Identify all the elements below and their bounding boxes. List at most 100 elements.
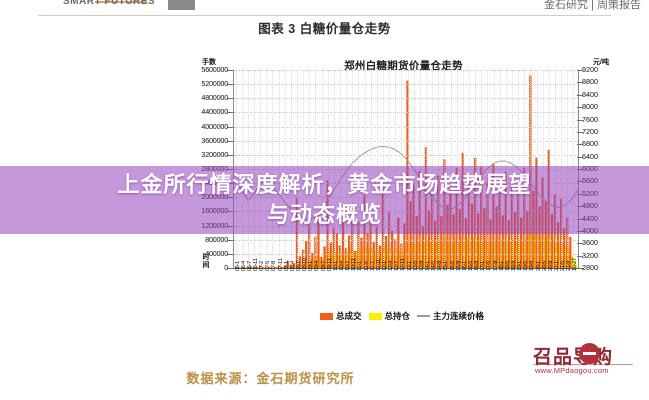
y-tick-left [227, 84, 233, 86]
y-tick-label-right: 8000 [582, 102, 598, 112]
overlay-headline-line1: 上金所行情深度解析，黄金市场趋势展望 [117, 172, 532, 197]
y-axis-unit-right: 元/吨 [593, 59, 609, 66]
x-tick-label: 17-5 [486, 261, 493, 271]
y-tick-right [577, 119, 583, 121]
grid-line [234, 140, 578, 142]
x-tick-label: 11-11 [375, 259, 382, 271]
header-logo-rule [95, 1, 147, 3]
x-tick-label: 09-7 [320, 261, 327, 271]
header-swatch [168, 0, 195, 10]
source-line: 数据来源：金石期货研究所 [0, 368, 649, 387]
grid-line [234, 239, 578, 241]
x-tick-label: 11-4 [363, 261, 370, 271]
x-tick-label: 13-9 [418, 261, 425, 271]
y-tick-label-left: 3600000 [201, 135, 228, 145]
watermark-badge-icon [579, 343, 600, 364]
legend-label: 主力连续价格 [433, 311, 485, 321]
header-logo-text: SMART FUTURES [63, 0, 156, 7]
header-divider [38, 15, 611, 16]
x-tick-label: 11-1 [357, 261, 364, 271]
x-tick-label: 15-1 [443, 261, 450, 271]
y-tick-left [227, 154, 233, 156]
grid-line [234, 154, 578, 156]
chart-title: 郑州白糖期货价量仓走势 [344, 60, 463, 72]
y-tick-label-left: 5200000 [201, 79, 228, 89]
grid-line [234, 253, 578, 255]
x-tick-label: 08-4 [289, 261, 296, 271]
y-tick-left [227, 268, 233, 269]
x-tick-label: 13-5 [412, 261, 419, 271]
y-tick-label-right: 3600 [582, 238, 598, 248]
x-tick-label: 20-9 [547, 261, 554, 271]
y-tick-right [577, 70, 583, 71]
x-tick-label: 09-4 [314, 261, 321, 271]
x-tick-label: 20-5 [541, 261, 548, 271]
y-tick-left [227, 140, 233, 142]
figure-caption: 图表 3 白糖价量仓走势 [258, 22, 391, 36]
y-tick-label-left: 4400000 [201, 107, 228, 117]
y-tick-left [227, 70, 233, 71]
y-tick-label-left: 3200000 [201, 149, 228, 159]
y-tick-label-left: 800000 [205, 234, 228, 244]
x-tick-label: 20-1 [535, 261, 542, 271]
x-axis-name: 时间 [202, 254, 210, 269]
y-tick-right [577, 131, 583, 133]
y-tick-label-right: 6400 [582, 151, 598, 161]
grid-line [234, 98, 578, 100]
y-tick-label-right: 2800 [582, 263, 598, 272]
x-tick-label: 10-27 [572, 258, 579, 271]
y-tick-left [227, 126, 233, 128]
y-tick-right [577, 144, 583, 146]
grid-line [234, 84, 578, 86]
x-tick-label: 11-7 [369, 261, 376, 271]
legend-item[interactable]: 总成交 [320, 310, 362, 322]
x-tick-label: 06-1 [234, 261, 241, 271]
x-tick-label: 06-7 [246, 261, 253, 271]
x-tick-label: 19-9 [529, 261, 536, 271]
y-tick-right [577, 107, 583, 109]
watermark-url: www.MPdaogou.com [535, 366, 609, 375]
x-tick-label: 15-9 [455, 261, 462, 271]
y-tick-label-right: 6800 [582, 139, 598, 149]
header-right-text: 金石研究 | 周策报告 [544, 0, 641, 11]
y-tick-label-right: 8800 [582, 77, 598, 87]
watermark-logo[interactable]: 召品导购 www.MPdaogou.com [533, 342, 637, 382]
legend-item[interactable]: 总持仓 [368, 310, 411, 322]
y-tick-right [577, 255, 583, 257]
grid-line [234, 70, 578, 71]
overlay-headline-line2: 与动态概览 [266, 202, 382, 227]
y-tick-right [577, 156, 583, 158]
y-tick-right [577, 82, 583, 84]
y-tick-label-left: 0 [224, 263, 228, 272]
x-tick-label: 16-1 [461, 261, 468, 271]
watermark-brand: 召品导购 [533, 347, 614, 368]
x-tick-label: 18-5 [504, 261, 511, 271]
legend-label: 总持仓 [384, 311, 411, 321]
y-tick-label-left: 400000 [205, 248, 228, 258]
x-tick-label: 09-11 [326, 258, 333, 271]
y-tick-left [227, 239, 233, 241]
x-tick-label: 12-11 [400, 258, 407, 271]
y-axis-unit-left: 手数 [202, 59, 216, 66]
y-tick-left [227, 112, 233, 114]
legend-label: 总成交 [336, 311, 362, 321]
grid-line [234, 112, 578, 114]
y-tick-label-right: 9200 [582, 65, 598, 74]
y-tick-left [227, 253, 233, 255]
legend-item[interactable]: 主力连续价格 [417, 310, 484, 322]
x-tick-label: 07-11 [277, 258, 284, 271]
y-tick-label-right: 3200 [582, 250, 598, 260]
x-tick-label: 07-8 [271, 261, 278, 271]
y-tick-right [577, 268, 583, 269]
y-tick-label-right: 7200 [582, 126, 598, 136]
x-tick-label: 15-5 [449, 261, 456, 271]
y-tick-label-left: 4800000 [201, 93, 228, 103]
x-tick-label: 17-9 [492, 261, 499, 271]
source-text: 数据来源：金石期货研究所 [186, 371, 355, 386]
x-tick-label: 13-1 [406, 261, 413, 271]
y-tick-label-left: 4000000 [201, 121, 228, 131]
grid-line [234, 126, 578, 128]
overlay-headline: 上金所行情深度解析，黄金市场趋势展望 与动态概览 [0, 167, 649, 233]
y-tick-right [577, 243, 583, 245]
